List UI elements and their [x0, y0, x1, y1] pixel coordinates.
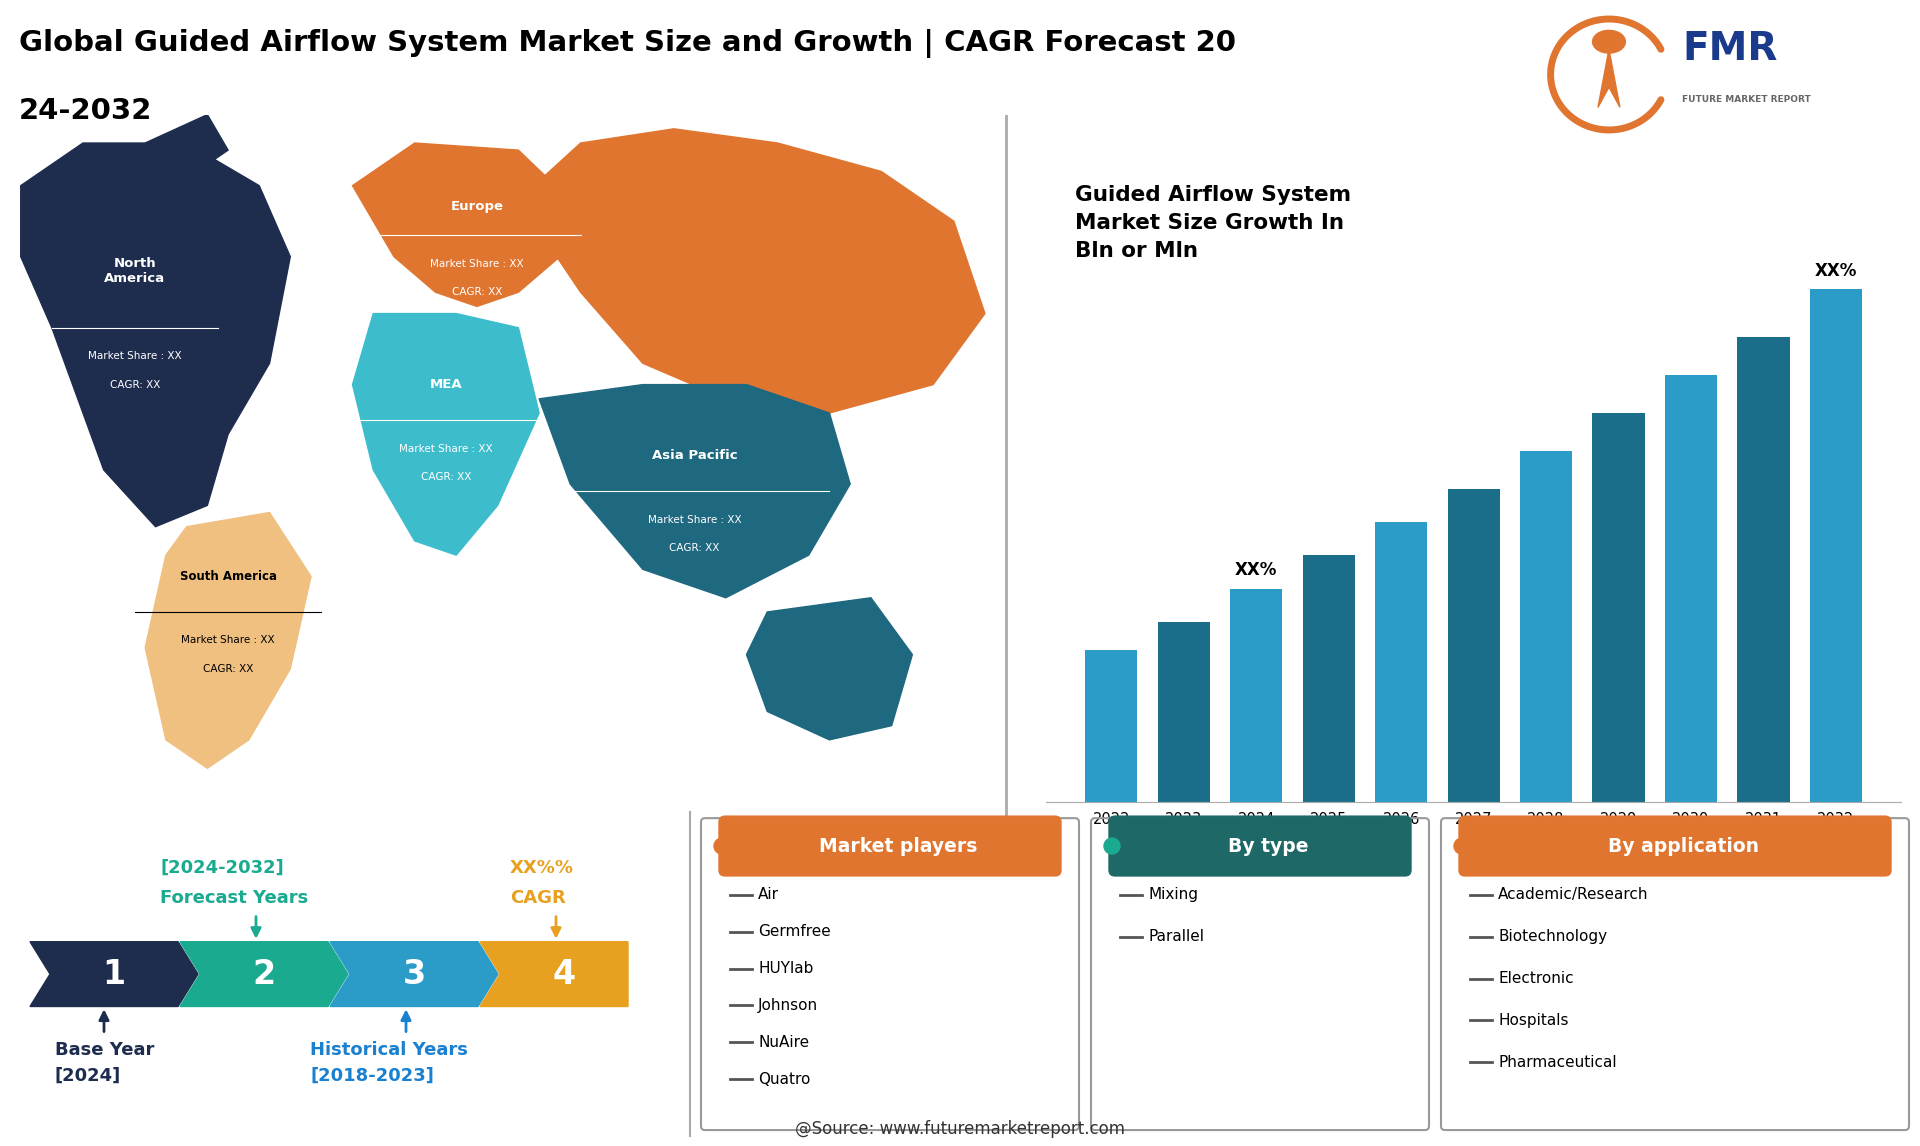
Text: By application: By application [1607, 837, 1759, 856]
Text: CAGR: XX: CAGR: XX [204, 664, 253, 674]
Text: 3: 3 [403, 958, 426, 990]
Polygon shape [1597, 49, 1620, 108]
Text: Hospitals: Hospitals [1498, 1013, 1569, 1028]
Bar [1158, 622, 1210, 802]
Bar [1521, 450, 1572, 802]
Bar [1302, 556, 1356, 802]
Text: Quatro: Quatro [758, 1072, 810, 1086]
Text: Academic/Research: Academic/Research [1498, 887, 1649, 902]
Text: Market Share : XX: Market Share : XX [180, 635, 275, 645]
Polygon shape [518, 128, 985, 413]
Bar [1592, 413, 1645, 802]
Text: HUYlab: HUYlab [758, 961, 814, 976]
Polygon shape [21, 143, 290, 527]
Text: Mixing: Mixing [1148, 887, 1198, 902]
Polygon shape [330, 942, 497, 1006]
Text: 2: 2 [252, 958, 276, 990]
Text: Market Share : XX: Market Share : XX [88, 351, 182, 361]
Text: CAGR: XX: CAGR: XX [451, 288, 503, 297]
FancyBboxPatch shape [718, 816, 1062, 876]
Polygon shape [540, 385, 851, 598]
Bar [1231, 589, 1283, 802]
Text: South America: South America [180, 570, 276, 583]
Text: FUTURE MARKET REPORT: FUTURE MARKET REPORT [1682, 95, 1811, 104]
Text: NuAire: NuAire [758, 1035, 808, 1050]
Text: @Source: www.futuremarketreport.com: @Source: www.futuremarketreport.com [795, 1120, 1125, 1138]
Circle shape [1592, 31, 1626, 53]
Circle shape [1104, 838, 1119, 854]
Text: Air: Air [758, 887, 780, 902]
Bar [1665, 375, 1716, 802]
Text: Market Share : XX: Market Share : XX [647, 515, 741, 525]
Text: Market Share : XX: Market Share : XX [399, 444, 493, 454]
Text: Parallel: Parallel [1148, 929, 1204, 944]
Polygon shape [31, 942, 198, 1006]
Text: North
America: North America [104, 257, 165, 285]
Text: Forecast Years: Forecast Years [159, 889, 309, 906]
Text: Global Guided Airflow System Market Size and Growth | CAGR Forecast 20: Global Guided Airflow System Market Size… [19, 29, 1236, 57]
Text: FMR: FMR [1682, 30, 1778, 69]
Text: [2024]: [2024] [56, 1066, 121, 1084]
Text: Market players: Market players [818, 837, 977, 856]
Text: [2024-2032]: [2024-2032] [159, 860, 284, 877]
Text: By type: By type [1227, 837, 1308, 856]
Polygon shape [353, 314, 540, 555]
Text: Asia Pacific: Asia Pacific [653, 449, 737, 462]
FancyBboxPatch shape [1459, 816, 1891, 876]
Polygon shape [180, 942, 348, 1006]
Circle shape [714, 838, 730, 854]
Text: 4: 4 [553, 958, 576, 990]
Text: MEA: MEA [430, 378, 463, 391]
Bar [1811, 290, 1862, 802]
Text: Historical Years: Historical Years [309, 1042, 468, 1059]
FancyBboxPatch shape [1110, 816, 1411, 876]
Text: Johnson: Johnson [758, 998, 818, 1013]
Text: CAGR: XX: CAGR: XX [420, 472, 470, 482]
Text: CAGR: XX: CAGR: XX [670, 543, 720, 554]
Bar [1448, 489, 1500, 802]
Bar [1375, 523, 1427, 802]
Text: Biotechnology: Biotechnology [1498, 929, 1607, 944]
Text: CAGR: XX: CAGR: XX [109, 379, 159, 390]
Polygon shape [480, 942, 628, 1006]
Text: Market Share : XX: Market Share : XX [430, 259, 524, 269]
Bar [1738, 337, 1789, 802]
Text: Germfree: Germfree [758, 924, 831, 940]
Bar [1085, 650, 1137, 802]
Text: CAGR: CAGR [511, 889, 566, 906]
Polygon shape [353, 143, 570, 306]
Text: Electronic: Electronic [1498, 971, 1574, 986]
Text: XX%: XX% [1235, 562, 1277, 579]
Text: Guided Airflow System
Market Size Growth In
Bln or Mln: Guided Airflow System Market Size Growth… [1075, 185, 1352, 261]
Text: XX%: XX% [1814, 262, 1857, 280]
Text: Europe: Europe [451, 201, 503, 213]
Polygon shape [146, 512, 311, 768]
Text: Base Year: Base Year [56, 1042, 154, 1059]
Polygon shape [146, 115, 228, 172]
Text: [2018-2023]: [2018-2023] [309, 1066, 434, 1084]
Text: 24-2032: 24-2032 [19, 97, 152, 125]
Text: 1: 1 [102, 958, 125, 990]
Text: XX%%: XX%% [511, 860, 574, 877]
Circle shape [1453, 838, 1471, 854]
Polygon shape [747, 598, 912, 740]
Text: Pharmaceutical: Pharmaceutical [1498, 1054, 1617, 1070]
